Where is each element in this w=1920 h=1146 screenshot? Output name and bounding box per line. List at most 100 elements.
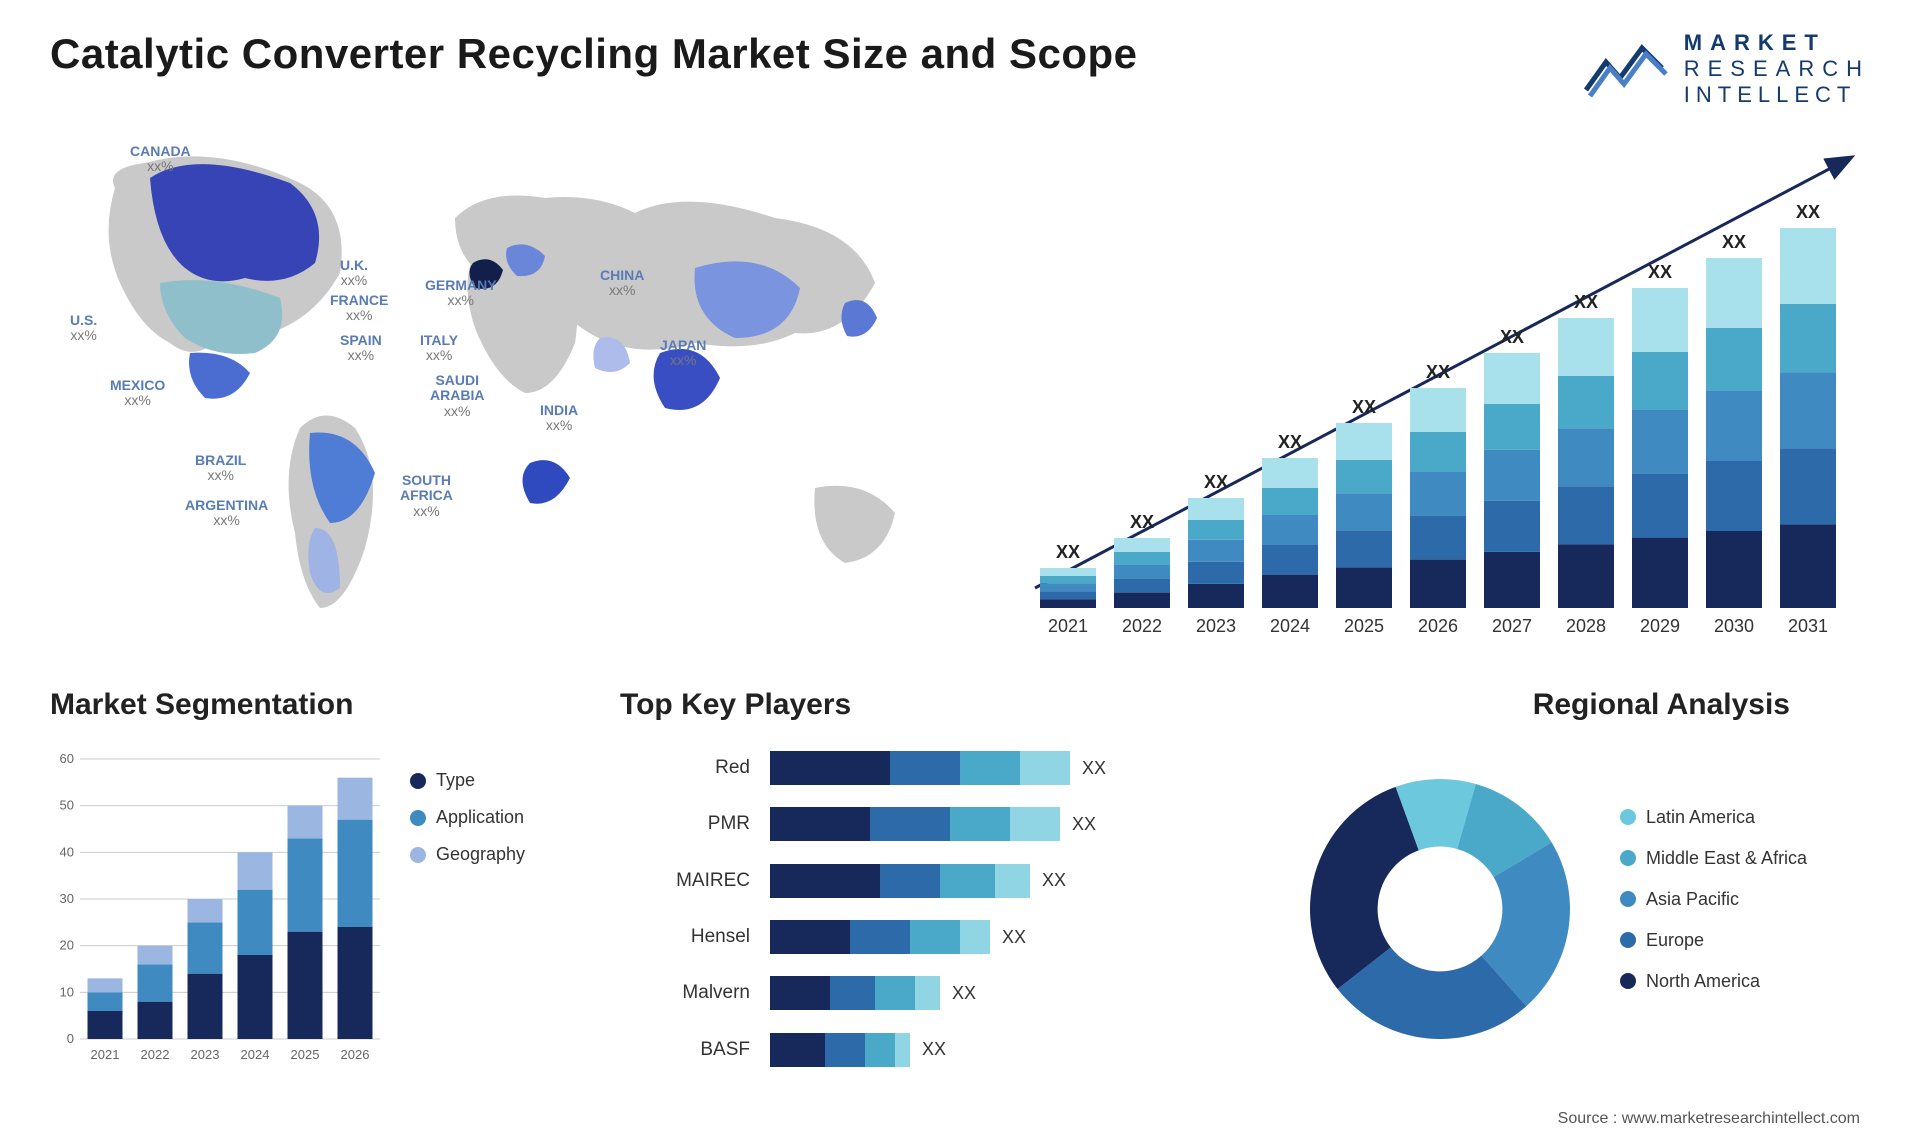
country-label: U.K.xx%	[340, 258, 368, 289]
country-label: U.S.xx%	[70, 313, 97, 344]
player-name: Hensel	[620, 926, 750, 948]
logo-icon	[1580, 34, 1670, 104]
svg-text:2025: 2025	[1344, 616, 1384, 636]
logo-line3: INTELLECT	[1684, 82, 1870, 108]
legend-item: Asia Pacific	[1620, 889, 1870, 910]
svg-text:2022: 2022	[141, 1047, 170, 1062]
svg-text:10: 10	[60, 984, 74, 999]
player-value: XX	[922, 1039, 946, 1060]
player-names: Red PMR MAIREC Hensel Malvern BASF	[620, 740, 750, 1078]
svg-text:XX: XX	[1648, 262, 1672, 282]
regional-title: Regional Analysis	[1290, 688, 1870, 722]
page-title: Catalytic Converter Recycling Market Siz…	[50, 30, 1138, 78]
player-value: XX	[1072, 814, 1096, 835]
svg-text:2031: 2031	[1788, 616, 1828, 636]
player-name: MAIREC	[620, 870, 750, 892]
regional-legend: Latin America Middle East & Africa Asia Pa…	[1620, 807, 1870, 1012]
legend-item: Type	[410, 770, 570, 791]
source-attribution: Source : www.marketresearchintellect.com	[1558, 1110, 1860, 1128]
player-name: Red	[620, 757, 750, 779]
brand-logo: MARKET RESEARCH INTELLECT	[1580, 30, 1870, 108]
svg-text:XX: XX	[1204, 472, 1228, 492]
svg-text:2029: 2029	[1640, 616, 1680, 636]
country-label: INDIAxx%	[540, 403, 578, 434]
player-value: XX	[1042, 870, 1066, 891]
country-label: ITALYxx%	[420, 333, 458, 364]
svg-text:XX: XX	[1426, 362, 1450, 382]
svg-text:2021: 2021	[1048, 616, 1088, 636]
world-map-panel: CANADAxx% U.S.xx% MEXICOxx% BRAZILxx% ARGENT…	[50, 128, 960, 648]
svg-text:XX: XX	[1796, 202, 1820, 222]
player-bar-row: XX	[770, 1033, 1240, 1067]
player-value: XX	[952, 983, 976, 1004]
country-label: FRANCExx%	[330, 293, 388, 324]
country-label: SAUDIARABIAxx%	[430, 373, 484, 419]
legend-item: North America	[1620, 971, 1870, 992]
svg-text:XX: XX	[1722, 232, 1746, 252]
legend-item: Latin America	[1620, 807, 1870, 828]
country-label: BRAZILxx%	[195, 453, 246, 484]
segmentation-legend: Type Application Geography	[410, 740, 570, 1078]
svg-text:2022: 2022	[1122, 616, 1162, 636]
player-value: XX	[1082, 758, 1106, 779]
top-row: CANADAxx% U.S.xx% MEXICOxx% BRAZILxx% ARGENT…	[50, 128, 1870, 648]
svg-text:40: 40	[60, 844, 74, 859]
growth-chart: XX 2021 XX 2022 XX 2023 XX 2024 XX 2025 XX 2026 XX 20…	[1000, 128, 1870, 648]
player-bar-row: XX	[770, 920, 1240, 954]
regional-panel: Regional Analysis Latin America Middle Ea…	[1290, 688, 1870, 1078]
players-title: Top Key Players	[620, 688, 1240, 722]
player-bar-row: XX	[770, 807, 1240, 841]
player-name: Malvern	[620, 982, 750, 1004]
svg-text:0: 0	[67, 1031, 74, 1046]
svg-text:2024: 2024	[241, 1047, 270, 1062]
player-bar-row: XX	[770, 751, 1240, 785]
regional-donut	[1290, 759, 1590, 1059]
svg-text:2024: 2024	[1270, 616, 1310, 636]
logo-line2: RESEARCH	[1684, 56, 1870, 82]
country-label: ARGENTINAxx%	[185, 498, 268, 529]
player-value: XX	[1002, 927, 1026, 948]
legend-item: Europe	[1620, 930, 1870, 951]
legend-item: Application	[410, 807, 570, 828]
svg-text:2023: 2023	[191, 1047, 220, 1062]
svg-text:30: 30	[60, 891, 74, 906]
header: Catalytic Converter Recycling Market Siz…	[50, 30, 1870, 108]
country-label: SPAINxx%	[340, 333, 382, 364]
players-panel: Top Key Players Red PMR MAIREC Hensel Malver…	[620, 688, 1240, 1078]
svg-text:50: 50	[60, 798, 74, 813]
svg-text:2030: 2030	[1714, 616, 1754, 636]
country-label: MEXICOxx%	[110, 378, 165, 409]
logo-line1: MARKET	[1684, 30, 1870, 56]
svg-text:2026: 2026	[1418, 616, 1458, 636]
player-bar-row: XX	[770, 864, 1240, 898]
legend-item: Middle East & Africa	[1620, 848, 1870, 869]
svg-text:XX: XX	[1278, 432, 1302, 452]
svg-text:2026: 2026	[341, 1047, 370, 1062]
svg-text:2027: 2027	[1492, 616, 1532, 636]
player-name: PMR	[620, 813, 750, 835]
svg-text:2023: 2023	[1196, 616, 1236, 636]
svg-text:2025: 2025	[291, 1047, 320, 1062]
bottom-row: Market Segmentation 01020304050602021202…	[50, 688, 1870, 1078]
svg-text:20: 20	[60, 938, 74, 953]
country-label: SOUTHAFRICAxx%	[400, 473, 453, 519]
country-label: JAPANxx%	[660, 338, 706, 369]
segmentation-chart: 0102030405060202120222023202420252026	[50, 740, 390, 1078]
player-bars: XX XX XX XX XX XX	[770, 740, 1240, 1078]
player-name: BASF	[620, 1039, 750, 1061]
svg-text:XX: XX	[1130, 512, 1154, 532]
svg-text:60: 60	[60, 751, 74, 766]
country-label: CANADAxx%	[130, 144, 191, 175]
country-label: GERMANYxx%	[425, 278, 497, 309]
player-bar-row: XX	[770, 976, 1240, 1010]
svg-text:2028: 2028	[1566, 616, 1606, 636]
country-label: CHINAxx%	[600, 268, 644, 299]
svg-text:XX: XX	[1056, 542, 1080, 562]
legend-item: Geography	[410, 844, 570, 865]
segmentation-panel: Market Segmentation 01020304050602021202…	[50, 688, 570, 1078]
svg-text:XX: XX	[1352, 397, 1376, 417]
svg-text:XX: XX	[1574, 292, 1598, 312]
svg-text:XX: XX	[1500, 327, 1524, 347]
segmentation-title: Market Segmentation	[50, 688, 570, 722]
world-map	[50, 128, 960, 648]
